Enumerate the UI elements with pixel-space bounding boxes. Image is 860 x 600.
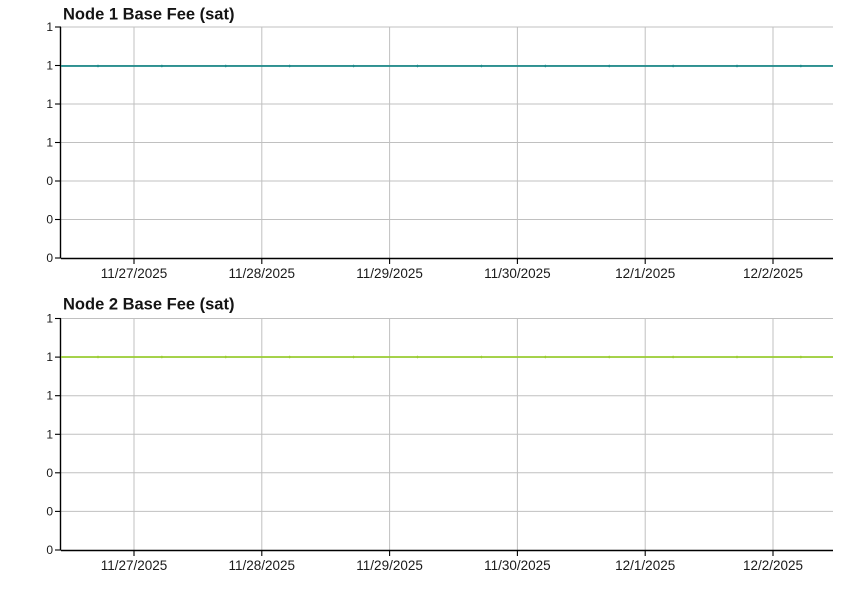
- svg-text:Node 2 Base Fee (sat): Node 2 Base Fee (sat): [63, 296, 234, 314]
- svg-text:0: 0: [46, 466, 53, 480]
- svg-text:0: 0: [46, 213, 53, 227]
- svg-text:1: 1: [46, 20, 53, 34]
- svg-text:0: 0: [46, 174, 53, 188]
- svg-text:11/29/2025: 11/29/2025: [356, 558, 423, 573]
- svg-text:11/28/2025: 11/28/2025: [229, 266, 296, 281]
- svg-text:12/1/2025: 12/1/2025: [615, 266, 675, 281]
- svg-text:0: 0: [46, 504, 53, 518]
- svg-text:11/27/2025: 11/27/2025: [101, 558, 168, 573]
- svg-text:1: 1: [46, 136, 53, 150]
- svg-text:1: 1: [46, 97, 53, 111]
- svg-text:11/28/2025: 11/28/2025: [229, 558, 296, 573]
- svg-text:11/29/2025: 11/29/2025: [356, 266, 423, 281]
- svg-text:11/30/2025: 11/30/2025: [484, 266, 551, 281]
- svg-text:12/2/2025: 12/2/2025: [743, 558, 803, 573]
- svg-text:1: 1: [46, 350, 53, 364]
- svg-text:12/2/2025: 12/2/2025: [743, 266, 803, 281]
- svg-text:11/27/2025: 11/27/2025: [101, 266, 168, 281]
- svg-text:11/30/2025: 11/30/2025: [484, 558, 551, 573]
- svg-text:1: 1: [46, 389, 53, 403]
- svg-text:12/1/2025: 12/1/2025: [615, 558, 675, 573]
- svg-text:1: 1: [46, 59, 53, 73]
- svg-text:0: 0: [46, 251, 53, 265]
- svg-text:1: 1: [46, 427, 53, 441]
- svg-text:0: 0: [46, 543, 53, 557]
- svg-text:Node 1 Base Fee (sat): Node 1 Base Fee (sat): [63, 6, 234, 24]
- svg-text:1: 1: [46, 312, 53, 326]
